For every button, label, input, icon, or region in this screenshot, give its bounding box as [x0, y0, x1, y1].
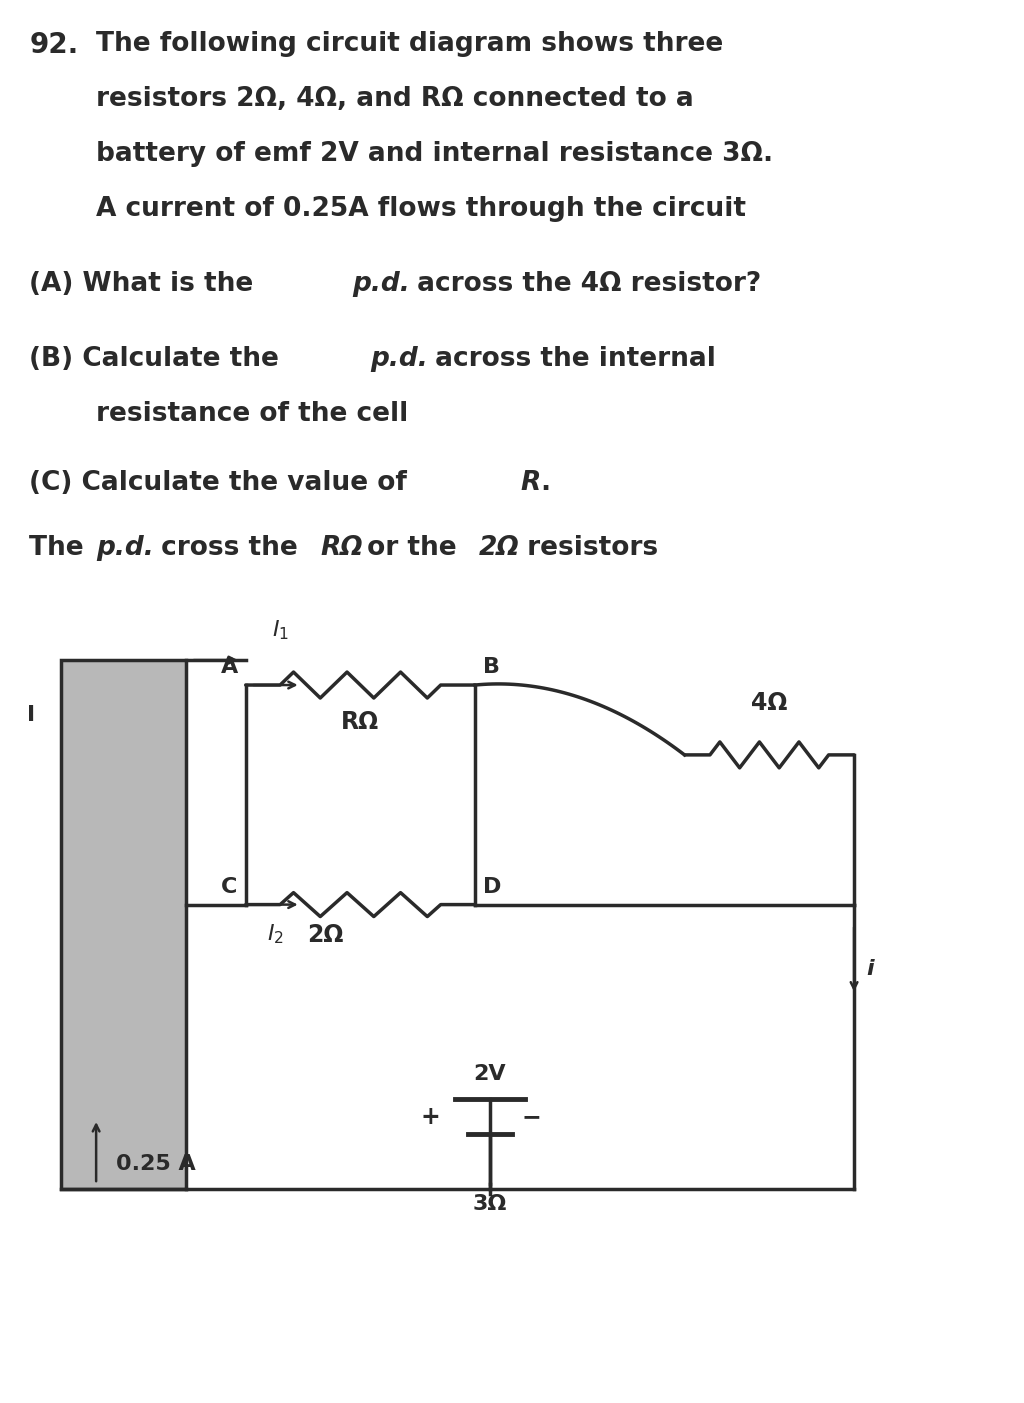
Text: resistors: resistors: [518, 536, 658, 561]
Text: RΩ: RΩ: [321, 536, 364, 561]
Text: 92.: 92.: [30, 31, 79, 59]
Text: (C) Calculate the value of: (C) Calculate the value of: [30, 470, 417, 497]
Text: R: R: [520, 470, 541, 497]
Text: 2Ω: 2Ω: [479, 536, 520, 561]
Text: 2Ω: 2Ω: [307, 923, 344, 947]
Text: 0.25 A: 0.25 A: [116, 1155, 196, 1174]
Text: battery of emf 2V and internal resistance 3Ω.: battery of emf 2V and internal resistanc…: [96, 142, 773, 167]
Text: resistors 2Ω, 4Ω, and RΩ connected to a: resistors 2Ω, 4Ω, and RΩ connected to a: [96, 86, 694, 112]
Text: $I_2$: $I_2$: [267, 923, 284, 946]
Text: RΩ: RΩ: [341, 710, 380, 734]
Text: +: +: [421, 1104, 440, 1128]
Text: across the 4Ω resistor?: across the 4Ω resistor?: [409, 271, 762, 297]
Text: I: I: [28, 704, 36, 725]
Text: (A) What is the: (A) What is the: [30, 271, 263, 297]
Text: 4Ω: 4Ω: [752, 690, 787, 716]
Text: across the internal: across the internal: [426, 345, 716, 372]
Text: A: A: [220, 657, 238, 678]
Text: $I_1$: $I_1$: [272, 619, 289, 643]
Text: cross the: cross the: [152, 536, 307, 561]
Text: The: The: [30, 536, 93, 561]
Text: i: i: [866, 960, 873, 979]
Text: resistance of the cell: resistance of the cell: [96, 401, 409, 427]
Bar: [61, 659, 186, 1188]
Text: p.d.: p.d.: [96, 536, 154, 561]
Text: C: C: [221, 877, 238, 897]
Text: or the: or the: [358, 536, 466, 561]
Text: The following circuit diagram shows three: The following circuit diagram shows thre…: [96, 31, 723, 58]
Text: 3Ω: 3Ω: [473, 1194, 507, 1214]
Text: 2V: 2V: [474, 1065, 507, 1085]
Text: B: B: [483, 657, 500, 678]
Text: p.d.: p.d.: [352, 271, 411, 297]
Text: p.d.: p.d.: [371, 345, 428, 372]
Text: (B) Calculate the: (B) Calculate the: [30, 345, 289, 372]
Text: .: .: [540, 470, 550, 497]
Text: −: −: [522, 1104, 542, 1128]
Text: D: D: [483, 877, 502, 897]
Text: A current of 0.25A flows through the circuit: A current of 0.25A flows through the cir…: [96, 196, 746, 222]
